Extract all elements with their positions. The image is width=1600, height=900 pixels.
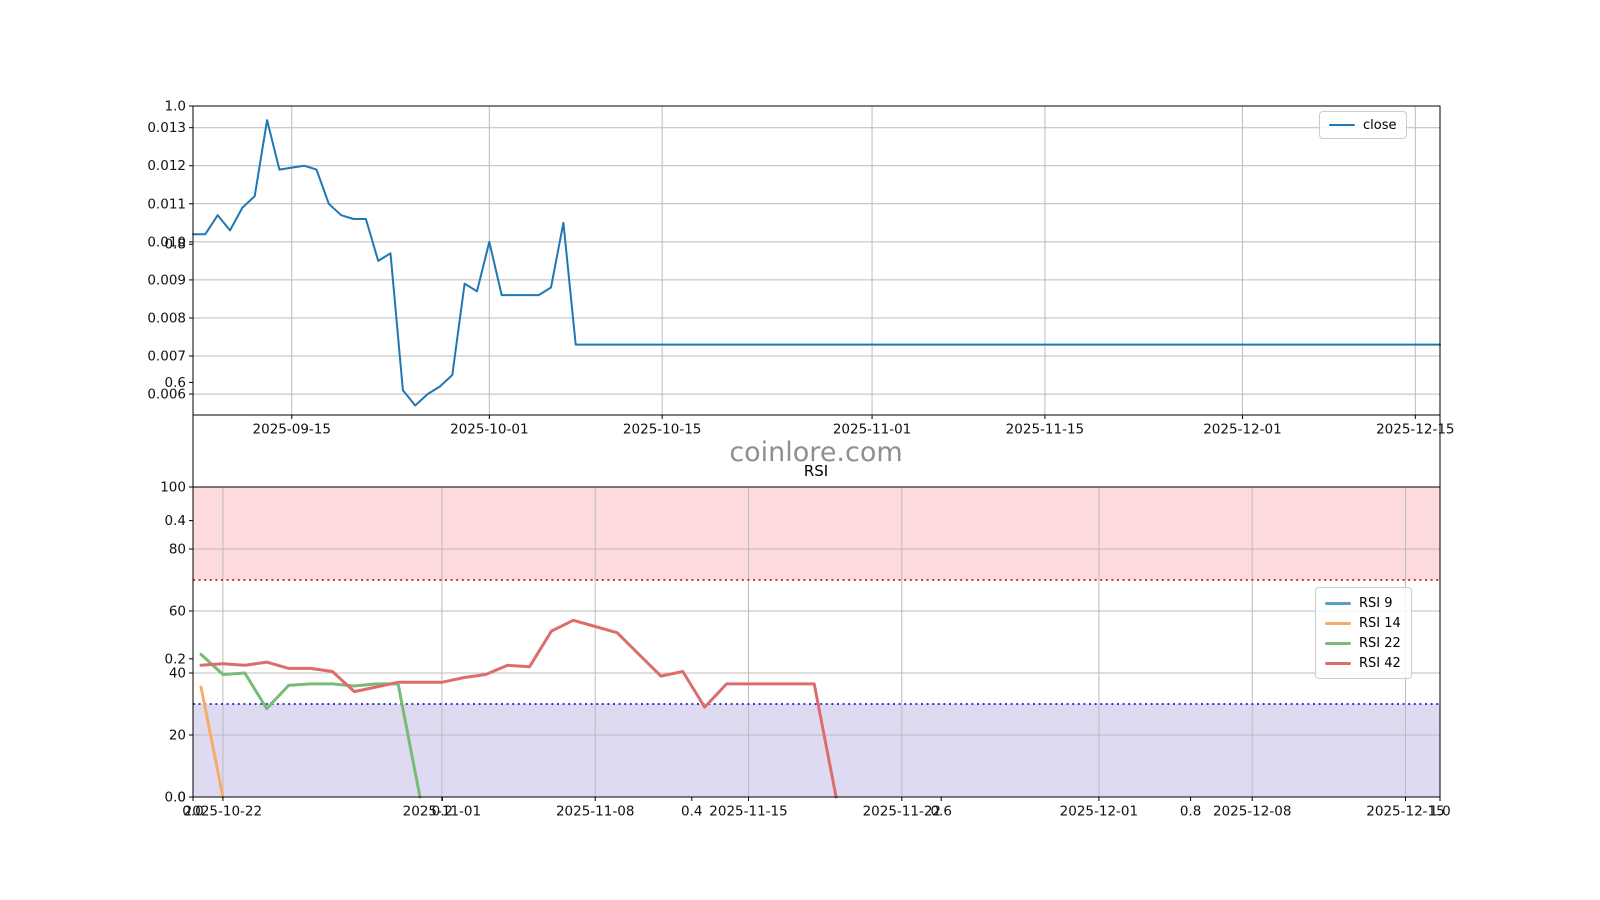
svg-text:0.010: 0.010 bbox=[147, 234, 186, 250]
rsi-42-legend-label: RSI 42 bbox=[1359, 655, 1401, 671]
svg-text:0.2: 0.2 bbox=[165, 651, 186, 667]
rsi-grid bbox=[193, 487, 1440, 797]
svg-text:0.4: 0.4 bbox=[681, 804, 702, 820]
price-axes-box bbox=[192, 105, 1441, 416]
price-x-ticks: 2025-09-15 2025-10-01 2025-10-15 2025-11-01… bbox=[253, 415, 1455, 438]
svg-text:2025-11-15: 2025-11-15 bbox=[709, 804, 787, 820]
svg-text:2025-10-01: 2025-10-01 bbox=[450, 422, 528, 438]
svg-text:0.4: 0.4 bbox=[165, 513, 186, 529]
svg-text:2025-09-15: 2025-09-15 bbox=[253, 422, 331, 438]
svg-text:2025-12-01: 2025-12-01 bbox=[1060, 804, 1138, 820]
price-y-ticks: 0.006 0.007 0.008 0.009 0.010 0.011 0.012 0.013 bbox=[147, 120, 193, 403]
svg-text:0.008: 0.008 bbox=[147, 310, 186, 326]
svg-text:0.006: 0.006 bbox=[147, 387, 186, 403]
svg-text:2025-12-01: 2025-12-01 bbox=[1203, 422, 1281, 438]
svg-text:2025-11-08: 2025-11-08 bbox=[556, 804, 634, 820]
svg-text:0.2: 0.2 bbox=[432, 804, 453, 820]
rsi-y-ticks: 0 20 40 60 80 100 bbox=[160, 480, 193, 806]
svg-text:40: 40 bbox=[169, 666, 186, 682]
svg-text:2025-10-15: 2025-10-15 bbox=[623, 422, 701, 438]
svg-text:100: 100 bbox=[160, 480, 186, 496]
rsi-x-ticks: 2025-10-22 2025-11-01 2025-11-08 2025-11-15… bbox=[184, 797, 1445, 820]
svg-text:2025-11-01: 2025-11-01 bbox=[403, 804, 481, 820]
legend-entry-rsi-22: RSI 22 bbox=[1325, 633, 1401, 653]
svg-text:0.0: 0.0 bbox=[165, 790, 186, 806]
rsi-22-legend-label: RSI 22 bbox=[1359, 635, 1401, 651]
rsi-42-swatch bbox=[1325, 661, 1351, 665]
svg-text:0.8: 0.8 bbox=[1180, 804, 1201, 820]
rsi-14-swatch bbox=[1325, 621, 1351, 625]
svg-text:0: 0 bbox=[177, 790, 186, 806]
svg-text:2025-12-08: 2025-12-08 bbox=[1213, 804, 1291, 820]
charts-render-root: 1.00.80.60.40.20.00.0 0.2 0.4 0.6 0.8 1.02025… bbox=[147, 99, 1454, 820]
svg-text:0.0: 0.0 bbox=[182, 804, 203, 820]
svg-text:60: 60 bbox=[169, 604, 186, 620]
svg-text:2025-11-01: 2025-11-01 bbox=[833, 422, 911, 438]
svg-text:0.013: 0.013 bbox=[147, 120, 186, 136]
rsi-9-legend-label: RSI 9 bbox=[1359, 595, 1393, 611]
svg-text:1.0: 1.0 bbox=[165, 99, 186, 115]
rsi-axes-box bbox=[192, 486, 1441, 798]
rsi-14-legend-label: RSI 14 bbox=[1359, 615, 1401, 631]
rsi-42-line bbox=[199, 618, 838, 799]
legend-entry-close: close bbox=[1329, 115, 1396, 135]
svg-text:0.6: 0.6 bbox=[930, 804, 951, 820]
svg-text:0.007: 0.007 bbox=[147, 349, 186, 365]
close-legend-label: close bbox=[1363, 117, 1397, 133]
svg-text:2025-12-15: 2025-12-15 bbox=[1366, 804, 1444, 820]
svg-text:0.012: 0.012 bbox=[147, 158, 186, 174]
rsi-9-swatch bbox=[1325, 601, 1351, 605]
svg-text:0.8: 0.8 bbox=[165, 237, 186, 253]
watermark-text: coinlore.com bbox=[729, 437, 902, 468]
svg-text:1.0: 1.0 bbox=[1429, 804, 1450, 820]
svg-text:20: 20 bbox=[169, 728, 186, 744]
rsi-14-line bbox=[199, 685, 225, 799]
price-grid bbox=[193, 106, 1440, 415]
svg-text:2025-11-15: 2025-11-15 bbox=[1006, 422, 1084, 438]
svg-text:2025-10-22: 2025-10-22 bbox=[184, 804, 262, 820]
svg-text:80: 80 bbox=[169, 542, 186, 558]
price-chart: 2025-09-15 2025-10-01 2025-10-15 2025-11-01… bbox=[147, 105, 1455, 438]
rsi-chart: 2025-10-22 2025-11-01 2025-11-08 2025-11-15… bbox=[160, 480, 1445, 820]
legend-entry-rsi-9: RSI 9 bbox=[1325, 593, 1401, 613]
svg-text:2025-11-22: 2025-11-22 bbox=[863, 804, 941, 820]
overbought-band bbox=[193, 487, 1440, 580]
rsi-chart-title: RSI bbox=[804, 462, 828, 480]
legend-entry-rsi-14: RSI 14 bbox=[1325, 613, 1401, 633]
svg-text:0.6: 0.6 bbox=[165, 375, 186, 391]
rsi-22-swatch bbox=[1325, 641, 1351, 645]
oversold-band bbox=[193, 704, 1440, 797]
price-legend: close bbox=[1319, 111, 1408, 139]
close-line-swatch bbox=[1329, 123, 1355, 127]
rsi-legend: RSI 9 RSI 14 RSI 22 RSI 42 bbox=[1315, 587, 1412, 679]
legend-entry-rsi-42: RSI 42 bbox=[1325, 653, 1401, 673]
svg-text:2025-12-15: 2025-12-15 bbox=[1376, 422, 1454, 438]
svg-text:0.011: 0.011 bbox=[147, 196, 186, 212]
close-line bbox=[192, 119, 1441, 407]
svg-text:0.009: 0.009 bbox=[147, 272, 186, 288]
